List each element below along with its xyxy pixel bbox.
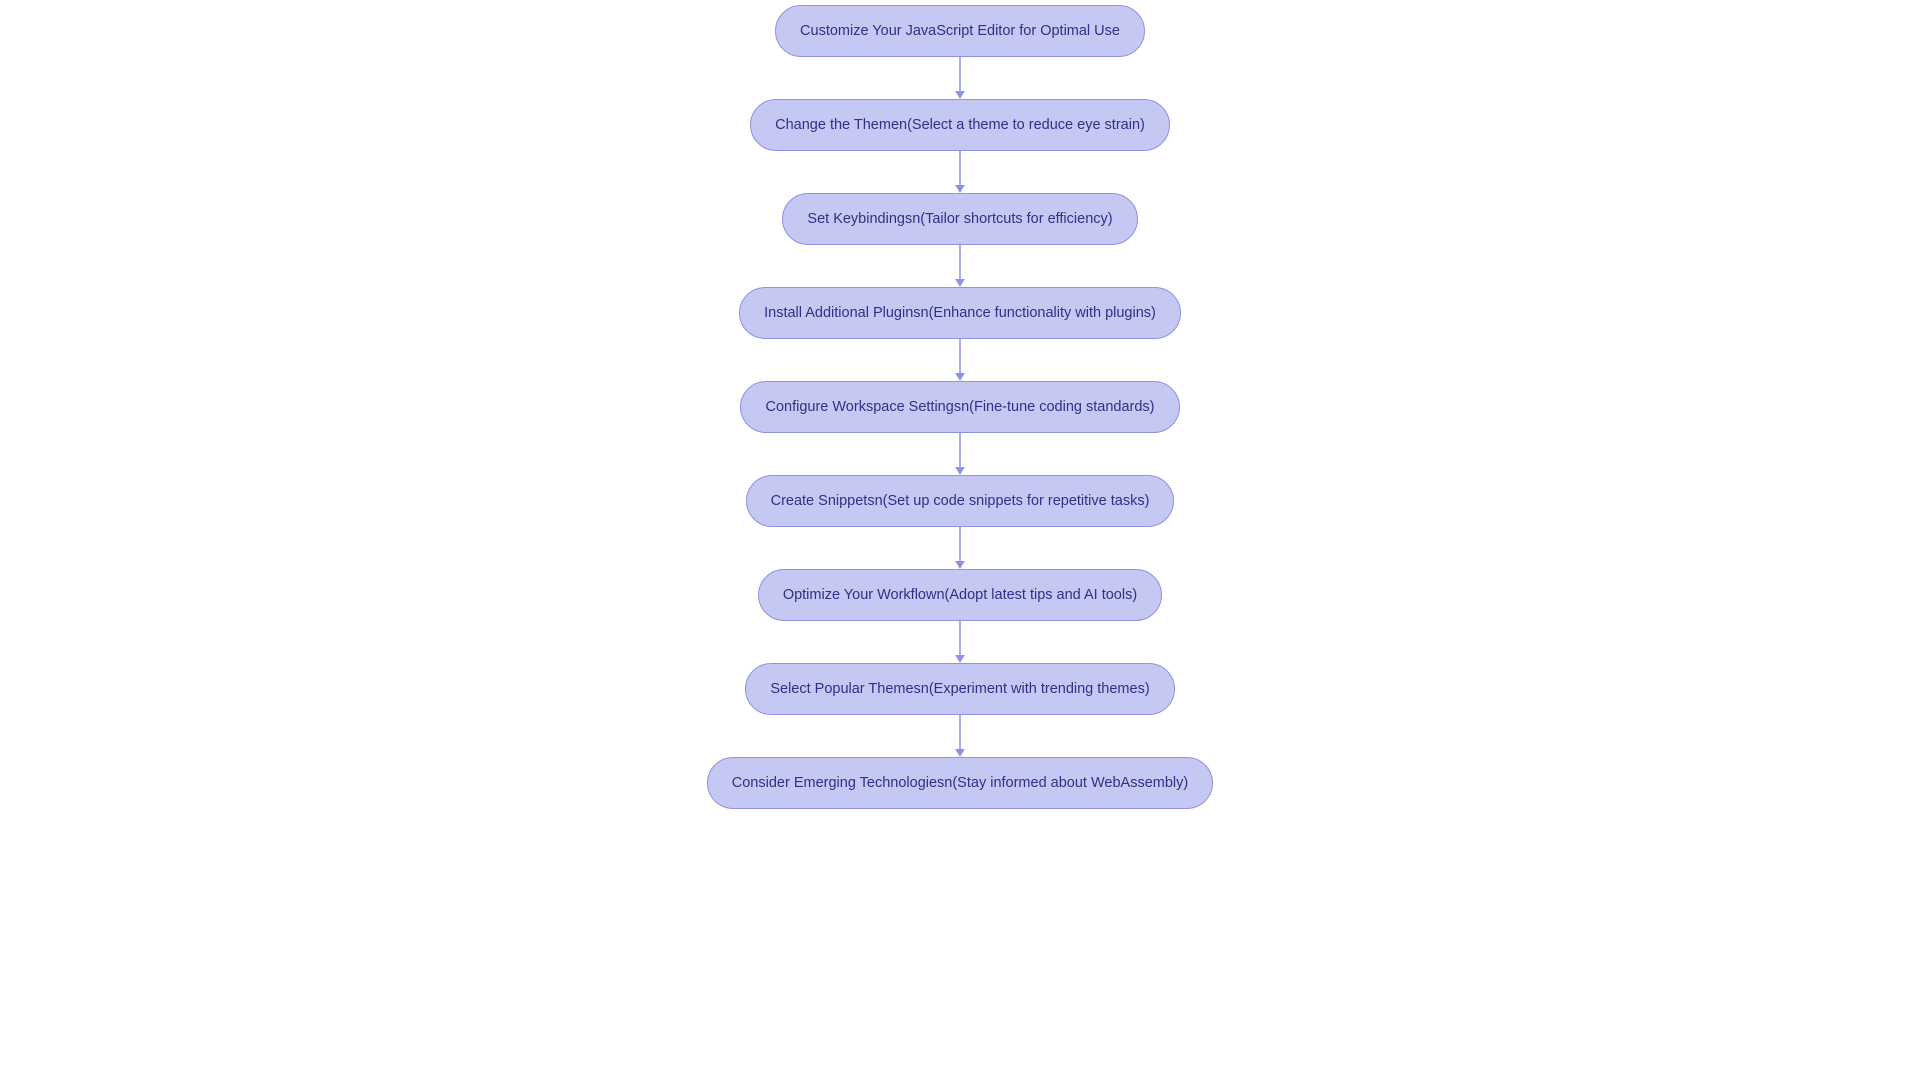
flow-node-label: Configure Workspace Settingsn(Fine-tune … xyxy=(765,397,1154,417)
flow-node-n7: Optimize Your Workflown(Adopt latest tip… xyxy=(758,569,1162,621)
flow-node-n6: Create Snippetsn(Set up code snippets fo… xyxy=(746,475,1175,527)
flow-arrow xyxy=(950,151,970,193)
flow-arrow xyxy=(950,57,970,99)
flow-node-label: Create Snippetsn(Set up code snippets fo… xyxy=(771,491,1150,511)
flow-arrow xyxy=(950,621,970,663)
flow-node-n2: Change the Themen(Select a theme to redu… xyxy=(750,99,1170,151)
flow-node-label: Consider Emerging Technologiesn(Stay inf… xyxy=(732,773,1188,793)
flow-arrow xyxy=(950,715,970,757)
flow-node-label: Install Additional Pluginsn(Enhance func… xyxy=(764,303,1156,323)
flow-node-label: Change the Themen(Select a theme to redu… xyxy=(775,115,1145,135)
flow-node-n4: Install Additional Pluginsn(Enhance func… xyxy=(739,287,1181,339)
flow-node-n3: Set Keybindingsn(Tailor shortcuts for ef… xyxy=(782,193,1137,245)
flow-node-label: Set Keybindingsn(Tailor shortcuts for ef… xyxy=(807,209,1112,229)
flow-node-n8: Select Popular Themesn(Experiment with t… xyxy=(745,663,1174,715)
flow-node-n1: Customize Your JavaScript Editor for Opt… xyxy=(775,5,1145,57)
flowchart-container: Customize Your JavaScript Editor for Opt… xyxy=(0,0,1920,1083)
flow-arrow xyxy=(950,433,970,475)
flow-node-label: Select Popular Themesn(Experiment with t… xyxy=(770,679,1149,699)
flow-node-label: Customize Your JavaScript Editor for Opt… xyxy=(800,21,1120,41)
flow-arrow xyxy=(950,245,970,287)
flow-arrow xyxy=(950,527,970,569)
flow-node-n5: Configure Workspace Settingsn(Fine-tune … xyxy=(740,381,1179,433)
flow-node-n9: Consider Emerging Technologiesn(Stay inf… xyxy=(707,757,1213,809)
flow-node-label: Optimize Your Workflown(Adopt latest tip… xyxy=(783,585,1137,605)
flow-arrow xyxy=(950,339,970,381)
